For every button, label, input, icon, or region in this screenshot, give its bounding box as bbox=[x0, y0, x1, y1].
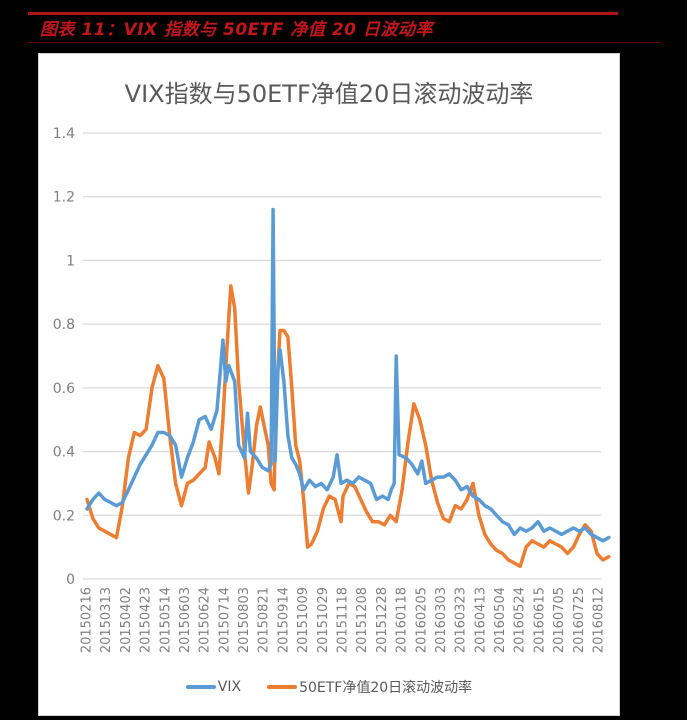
svg-text:1.2: 1.2 bbox=[53, 190, 75, 206]
chart-title: VIX指数与50ETF净值20日滚动波动率 bbox=[124, 80, 534, 108]
legend-label-50etf-vol: 50ETF净值20日滚动波动率 bbox=[299, 680, 473, 696]
svg-text:20160725: 20160725 bbox=[572, 587, 587, 653]
svg-text:0.4: 0.4 bbox=[53, 445, 75, 461]
svg-text:20160812: 20160812 bbox=[592, 587, 607, 653]
svg-text:20160323: 20160323 bbox=[454, 587, 469, 653]
x-axis-tick-labels: 20150216 20150313 20150402 20150423 20150514… bbox=[80, 587, 607, 653]
svg-text:20150603: 20150603 bbox=[178, 587, 193, 653]
figure-caption: 图表 11：VIX 指数与 50ETF 净值 20 日波动率 bbox=[40, 20, 433, 40]
svg-text:1: 1 bbox=[66, 253, 75, 269]
svg-text:20160504: 20160504 bbox=[493, 587, 508, 653]
svg-text:20150914: 20150914 bbox=[276, 587, 291, 653]
line-chart-plot: 00.20.40.60.811.21.4 20150216 20150313 201… bbox=[53, 126, 611, 653]
legend-item-vix[interactable]: VIX bbox=[185, 677, 242, 697]
series-line-50etf-vol bbox=[85, 284, 611, 569]
svg-text:20160705: 20160705 bbox=[552, 587, 567, 653]
caption-bottom-rule bbox=[28, 42, 660, 43]
chart-panel: VIX指数与50ETF净值20日滚动波动率 0 0.2 0.4 0.6 0.8 1 1.2 1… bbox=[38, 53, 620, 716]
svg-text:20150313: 20150313 bbox=[99, 587, 114, 653]
data-series bbox=[85, 207, 611, 569]
svg-text:20160615: 20160615 bbox=[532, 587, 547, 653]
svg-text:20160205: 20160205 bbox=[414, 587, 429, 653]
svg-text:0.6: 0.6 bbox=[53, 381, 75, 397]
svg-text:20150423: 20150423 bbox=[139, 587, 154, 653]
y-axis-tick-labels: 0 0.2 0.4 0.6 0.8 1 1.2 1.4 bbox=[53, 126, 75, 588]
legend-swatch-vix bbox=[185, 685, 216, 689]
svg-text:20160303: 20160303 bbox=[434, 587, 449, 653]
svg-text:20151118: 20151118 bbox=[336, 587, 351, 653]
svg-text:20160118: 20160118 bbox=[395, 587, 410, 653]
svg-text:20151029: 20151029 bbox=[316, 587, 331, 653]
svg-text:20150514: 20150514 bbox=[158, 587, 173, 653]
svg-text:20150624: 20150624 bbox=[198, 587, 213, 653]
svg-text:0.2: 0.2 bbox=[53, 508, 75, 524]
svg-text:20150216: 20150216 bbox=[80, 587, 95, 653]
svg-text:20151228: 20151228 bbox=[375, 587, 390, 653]
series-line-vix bbox=[85, 207, 611, 543]
svg-text:20150821: 20150821 bbox=[257, 587, 272, 653]
chart-legend: VIX 50ETF净值20日滚动波动率 bbox=[39, 677, 619, 697]
y-gridlines bbox=[83, 132, 601, 580]
svg-text:0: 0 bbox=[66, 572, 75, 588]
svg-text:20151208: 20151208 bbox=[355, 587, 370, 653]
caption-top-rule bbox=[28, 12, 618, 15]
legend-label-vix: VIX bbox=[217, 679, 242, 695]
svg-text:0.8: 0.8 bbox=[53, 317, 75, 333]
legend-item-50etf-vol[interactable]: 50ETF净值20日滚动波动率 bbox=[267, 677, 472, 697]
legend-swatch-50etf-vol bbox=[267, 685, 298, 689]
svg-text:20150803: 20150803 bbox=[237, 587, 252, 653]
svg-text:20151009: 20151009 bbox=[296, 587, 311, 653]
svg-text:20160524: 20160524 bbox=[513, 587, 528, 653]
svg-text:1.4: 1.4 bbox=[53, 126, 75, 142]
svg-text:20150714: 20150714 bbox=[217, 587, 232, 653]
svg-text:20160413: 20160413 bbox=[473, 587, 488, 653]
svg-text:20150402: 20150402 bbox=[119, 587, 134, 653]
